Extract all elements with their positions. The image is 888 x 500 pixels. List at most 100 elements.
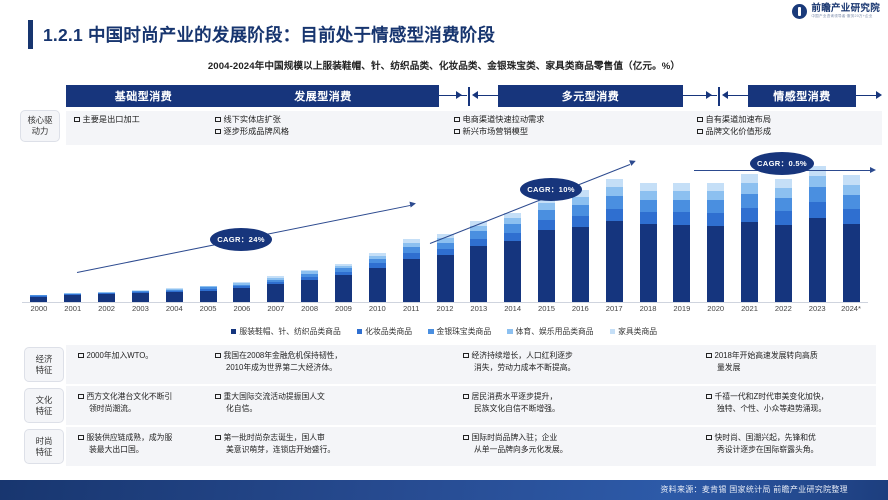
chart-bar-segment [504, 212, 522, 219]
legend-label: 体育、娱乐用品类商品 [515, 327, 594, 336]
chart-bar-segment [673, 224, 691, 302]
stage-arrow-head-2-right [456, 91, 462, 99]
chart-x-label: 2014 [504, 304, 522, 313]
feature-cell: 西方文化港台文化不断引 领时尚潮流。 [78, 391, 268, 414]
chart-x-label: 2010 [368, 304, 386, 313]
chart-bar-segment [470, 238, 488, 247]
feature-cell-text: 快时尚、国潮兴起，先锋和优 [714, 433, 816, 442]
chart-bar-segment [64, 294, 82, 296]
chart-x-label: 2024* [841, 304, 861, 313]
title-text: 1.2.1 中国时尚产业的发展阶段：目前处于情感型消费阶段 [43, 25, 496, 45]
chart-bar-segment [470, 221, 488, 227]
chart-x-label: 2023 [808, 304, 826, 313]
legend-item[interactable]: 家具类商品 [609, 326, 657, 337]
chart-bar-segment [504, 240, 522, 302]
chart-bar-segment [30, 296, 48, 302]
chart-x-tick-labels: 2000 2001 2002 2003 2004 2005 2006 2007 2008 2009… [22, 304, 868, 320]
stage-box-4[interactable]: 情感型消费 [748, 85, 856, 107]
chart-bar-segment [842, 195, 860, 210]
feature-cell-text: 居民消费水平逐步提升， [471, 392, 558, 401]
feature-cell-line: 领时尚潮流。 [78, 403, 268, 415]
stage-box-3[interactable]: 多元型消费 [498, 85, 683, 107]
feature-cell: 快时尚、国潮兴起，先锋和优秀设计逐步在国际崭露头角。 [706, 432, 888, 455]
stage-box-row: 基础型消费 发展型消费 多元型消费 [66, 85, 882, 107]
chart-bar [402, 239, 420, 302]
legend-item[interactable]: 金银珠宝类商品 [428, 326, 491, 337]
chart-bar [368, 252, 386, 302]
feature-cell-line: 重大国际交流活动提振国人文 [215, 391, 405, 403]
chart-x-label: 2019 [673, 304, 691, 313]
chart-bar-segment [808, 187, 826, 203]
core-driver-label: 核心驱 动力 [20, 110, 60, 142]
chart-x-label: 2009 [335, 304, 352, 313]
chart-bar [30, 294, 48, 302]
stage-arrow-4 [856, 95, 880, 97]
bullet-icon [706, 434, 712, 440]
stage-arrow-head-3-left [472, 91, 478, 99]
chart-bar-segment [504, 224, 522, 233]
chart-bar [98, 291, 116, 302]
bullet-icon [215, 116, 221, 122]
chart-bar-segment [538, 230, 556, 302]
feature-row-label-line: 特征 [35, 446, 53, 457]
source-text: 资料来源：麦肯锡 国家统计局 前瞻产业研究院整理 [660, 484, 848, 494]
feature-row-label: 文化 特征 [24, 388, 64, 423]
legend-label: 服装鞋帽、针、纺织品类商品 [239, 327, 341, 336]
legend-item[interactable]: 化妆品类商品 [356, 326, 412, 337]
chart-bar-segment [639, 183, 657, 192]
feature-cell-text: 美意识萌芽，连锁店开始盛行。 [226, 444, 336, 454]
chart-bar-segment [639, 191, 657, 200]
chart-bar-segment [436, 255, 454, 302]
driver-text: 主要是出口加工 [82, 115, 140, 124]
chart-x-label: 2003 [131, 304, 149, 313]
chart-bar [774, 179, 792, 302]
chart-bar-segment [605, 179, 623, 188]
chart-x-label: 2022 [774, 304, 792, 313]
feature-cell-line: 千禧一代和Z时代审美变化加快， [706, 391, 888, 403]
page-title: 1.2.1 中国时尚产业的发展阶段：目前处于情感型消费阶段 [28, 20, 495, 49]
logo-text: 前瞻产业研究院 中国产业咨询领导者·服务20万+企业 [811, 4, 880, 19]
title-accent-bar [28, 20, 33, 49]
chart-bar-segment [808, 202, 826, 218]
chart-x-label: 2016 [571, 304, 589, 313]
trend-arrow-head [409, 199, 417, 208]
driver-text: 逐步形成品牌风格 [223, 127, 290, 137]
driver-cell-4: 自有渠道加速布局 品牌文化价值形成 [697, 114, 771, 139]
driver-text: 线下实体店扩张 [223, 115, 281, 124]
chart-bar-segment [741, 222, 759, 302]
stage-box-1[interactable]: 基础型消费 [66, 85, 221, 107]
chart-x-label: 2006 [233, 304, 251, 313]
feature-row: 经济 特征 2000年加入WTO。 我国在2008年金融危机保持韧性， 2010年成为世… [12, 345, 876, 384]
chart-bar-segment [233, 283, 251, 285]
chart-bar-segment [131, 291, 149, 293]
feature-cell-text: 第一批时尚杂志诞生，国人审 [223, 433, 325, 442]
bullet-icon [215, 128, 221, 135]
chart-bar-segment [267, 279, 285, 282]
legend-item[interactable]: 体育、娱乐用品类商品 [507, 326, 594, 337]
feature-cell-line: 化自信。 [215, 403, 405, 415]
chart-bar [470, 221, 488, 302]
chart-subtitle: 2004-2024年中国规模以上服装鞋帽、针、纺织品类、化妆品类、金银珠宝类、家… [207, 61, 681, 72]
stage-box-2[interactable]: 发展型消费 [207, 85, 439, 107]
feature-cell-line: 消失，劳动力成本不断提高。 [463, 362, 653, 374]
chart-bar-segment [131, 293, 149, 302]
chart-bar-segment [165, 288, 183, 290]
chart-bar-segment [64, 293, 82, 295]
chart-x-label: 2015 [538, 304, 555, 313]
chart-bar-segment [605, 187, 623, 197]
feature-row-background [66, 386, 876, 425]
driver-text: 新兴市场营销模型 [462, 127, 529, 137]
feature-row: 文化 特征 西方文化港台文化不断引 领时尚潮流。 重大国际交流活动提振国人文 化自信。 居民… [12, 386, 876, 425]
legend-item[interactable]: 服装鞋帽、针、纺织品类商品 [230, 326, 341, 337]
stacked-bar-chart: 2000 2001 2002 2003 2004 2005 2006 2007 2008 2009… [0, 150, 888, 322]
legend-swatch-icon [230, 328, 237, 335]
chart-x-label: 2011 [402, 304, 420, 313]
feature-row-background [66, 427, 876, 466]
feature-cell-line: 秀设计逐步在国际崭露头角。 [706, 444, 888, 456]
chart-bar-segment [538, 220, 556, 231]
chart-bar-segment [267, 276, 285, 278]
feature-cell: 2000年加入WTO。 [78, 350, 268, 362]
chart-bar-segment [842, 209, 860, 224]
driver-text: 自有渠道加速布局 [705, 115, 772, 124]
